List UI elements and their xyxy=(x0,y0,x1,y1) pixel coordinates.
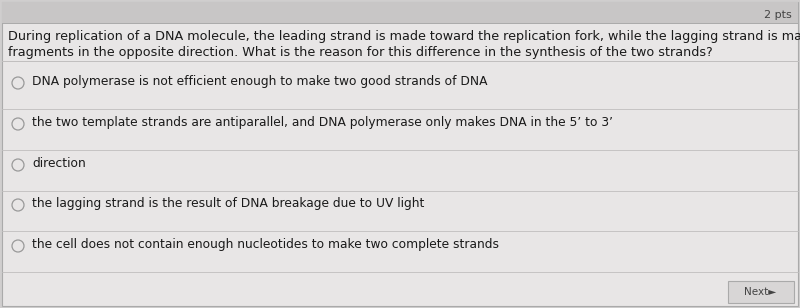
Text: the cell does not contain enough nucleotides to make two complete strands: the cell does not contain enough nucleot… xyxy=(32,238,499,251)
Circle shape xyxy=(12,240,24,252)
Circle shape xyxy=(12,199,24,211)
FancyBboxPatch shape xyxy=(2,2,798,23)
Text: direction: direction xyxy=(32,157,86,170)
FancyBboxPatch shape xyxy=(728,281,794,303)
Text: Next►: Next► xyxy=(744,287,776,297)
Text: the lagging strand is the result of DNA breakage due to UV light: the lagging strand is the result of DNA … xyxy=(32,197,424,210)
Text: DNA polymerase is not efficient enough to make two good strands of DNA: DNA polymerase is not efficient enough t… xyxy=(32,75,487,88)
Text: fragments in the opposite direction. What is the reason for this difference in t: fragments in the opposite direction. Wha… xyxy=(8,46,713,59)
Circle shape xyxy=(12,159,24,171)
Circle shape xyxy=(12,77,24,89)
Text: the two template strands are antiparallel, and DNA polymerase only makes DNA in : the two template strands are antiparalle… xyxy=(32,116,613,129)
Text: 2 pts: 2 pts xyxy=(764,10,792,20)
Circle shape xyxy=(12,118,24,130)
Text: During replication of a DNA molecule, the leading strand is made toward the repl: During replication of a DNA molecule, th… xyxy=(8,30,800,43)
